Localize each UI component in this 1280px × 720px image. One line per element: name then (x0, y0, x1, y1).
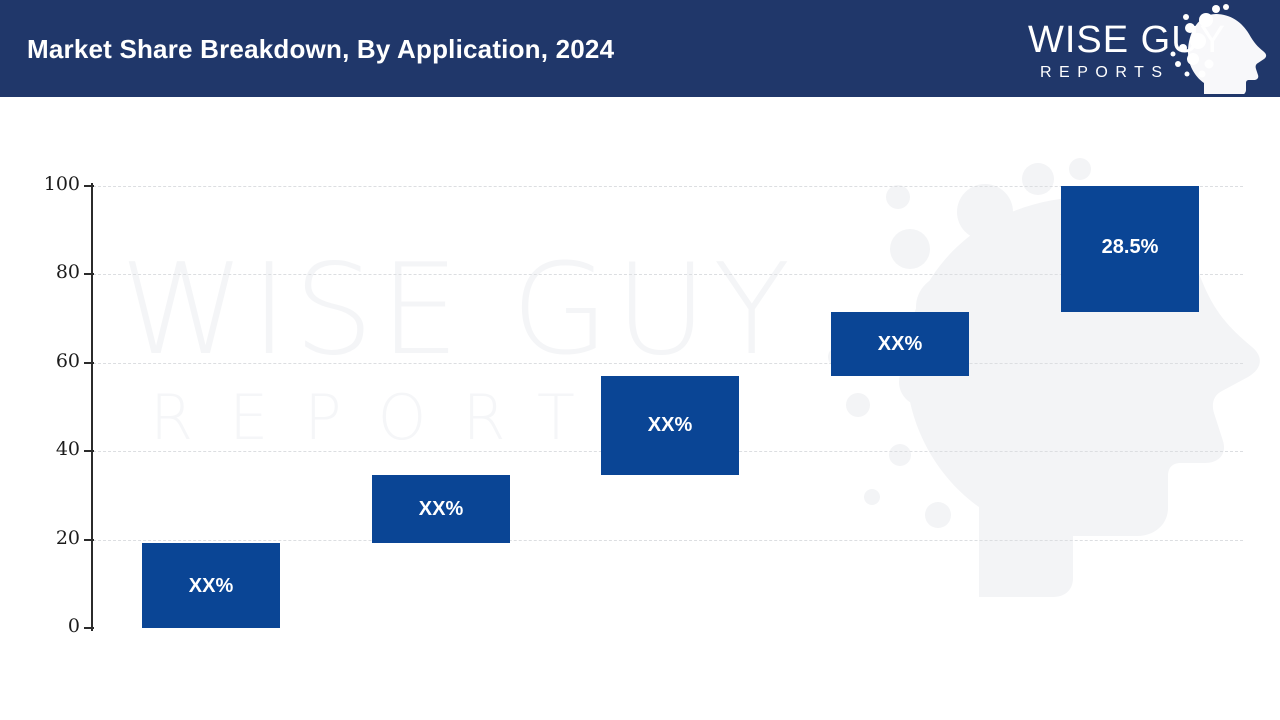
y-axis-label-100: 100 (43, 173, 80, 195)
gridline-100 (93, 186, 1243, 187)
chart-area: WISE GUY REPORTS (0, 97, 1280, 720)
y-axis-label-60: 60 (55, 349, 80, 372)
svg-text:REPORTS: REPORTS (1040, 64, 1170, 81)
svg-text:WISE GUY: WISE GUY (1028, 19, 1226, 61)
y-axis-line (91, 183, 94, 631)
y-axis-label-0: 0 (67, 615, 80, 637)
y-tick-40 (84, 450, 94, 453)
bar-label-urban-planning: XX% (188, 575, 234, 598)
gridline-80 (93, 274, 1243, 276)
y-tick-80 (84, 273, 94, 276)
wise-guy-reports-logo: WISE GUY REPORTS (1020, 4, 1272, 94)
page-header: Market Share Breakdown, By Application, … (0, 0, 1280, 97)
bar-label-mining: 28.5% (1101, 236, 1159, 258)
bar-disaster-management[interactable]: XX% (372, 475, 510, 544)
y-axis-label-80: 80 (55, 261, 80, 284)
bar-label-agriculture: XX% (647, 414, 693, 436)
gridline-60 (93, 362, 1243, 364)
bar-label-disaster-management: XX% (418, 498, 464, 520)
y-axis-label-40: 40 (55, 438, 80, 461)
bar-mining[interactable]: 28.5% (1061, 186, 1199, 312)
bar-label-forestry: XX% (877, 332, 923, 355)
y-axis-label-20: 20 (55, 526, 80, 549)
page-title: Market Share Breakdown, By Application, … (27, 34, 615, 64)
y-tick-20 (84, 538, 94, 541)
y-tick-100 (84, 185, 94, 187)
y-tick-0 (84, 627, 94, 629)
bar-urban-planning[interactable]: XX% (142, 543, 280, 628)
bar-agriculture[interactable]: XX% (601, 376, 739, 475)
y-axis-labels: 100 80 60 40 20 0 (14, 97, 80, 720)
gridline-20 (93, 539, 1243, 541)
y-tick-60 (84, 361, 94, 364)
bar-forestry[interactable]: XX% (831, 311, 969, 376)
